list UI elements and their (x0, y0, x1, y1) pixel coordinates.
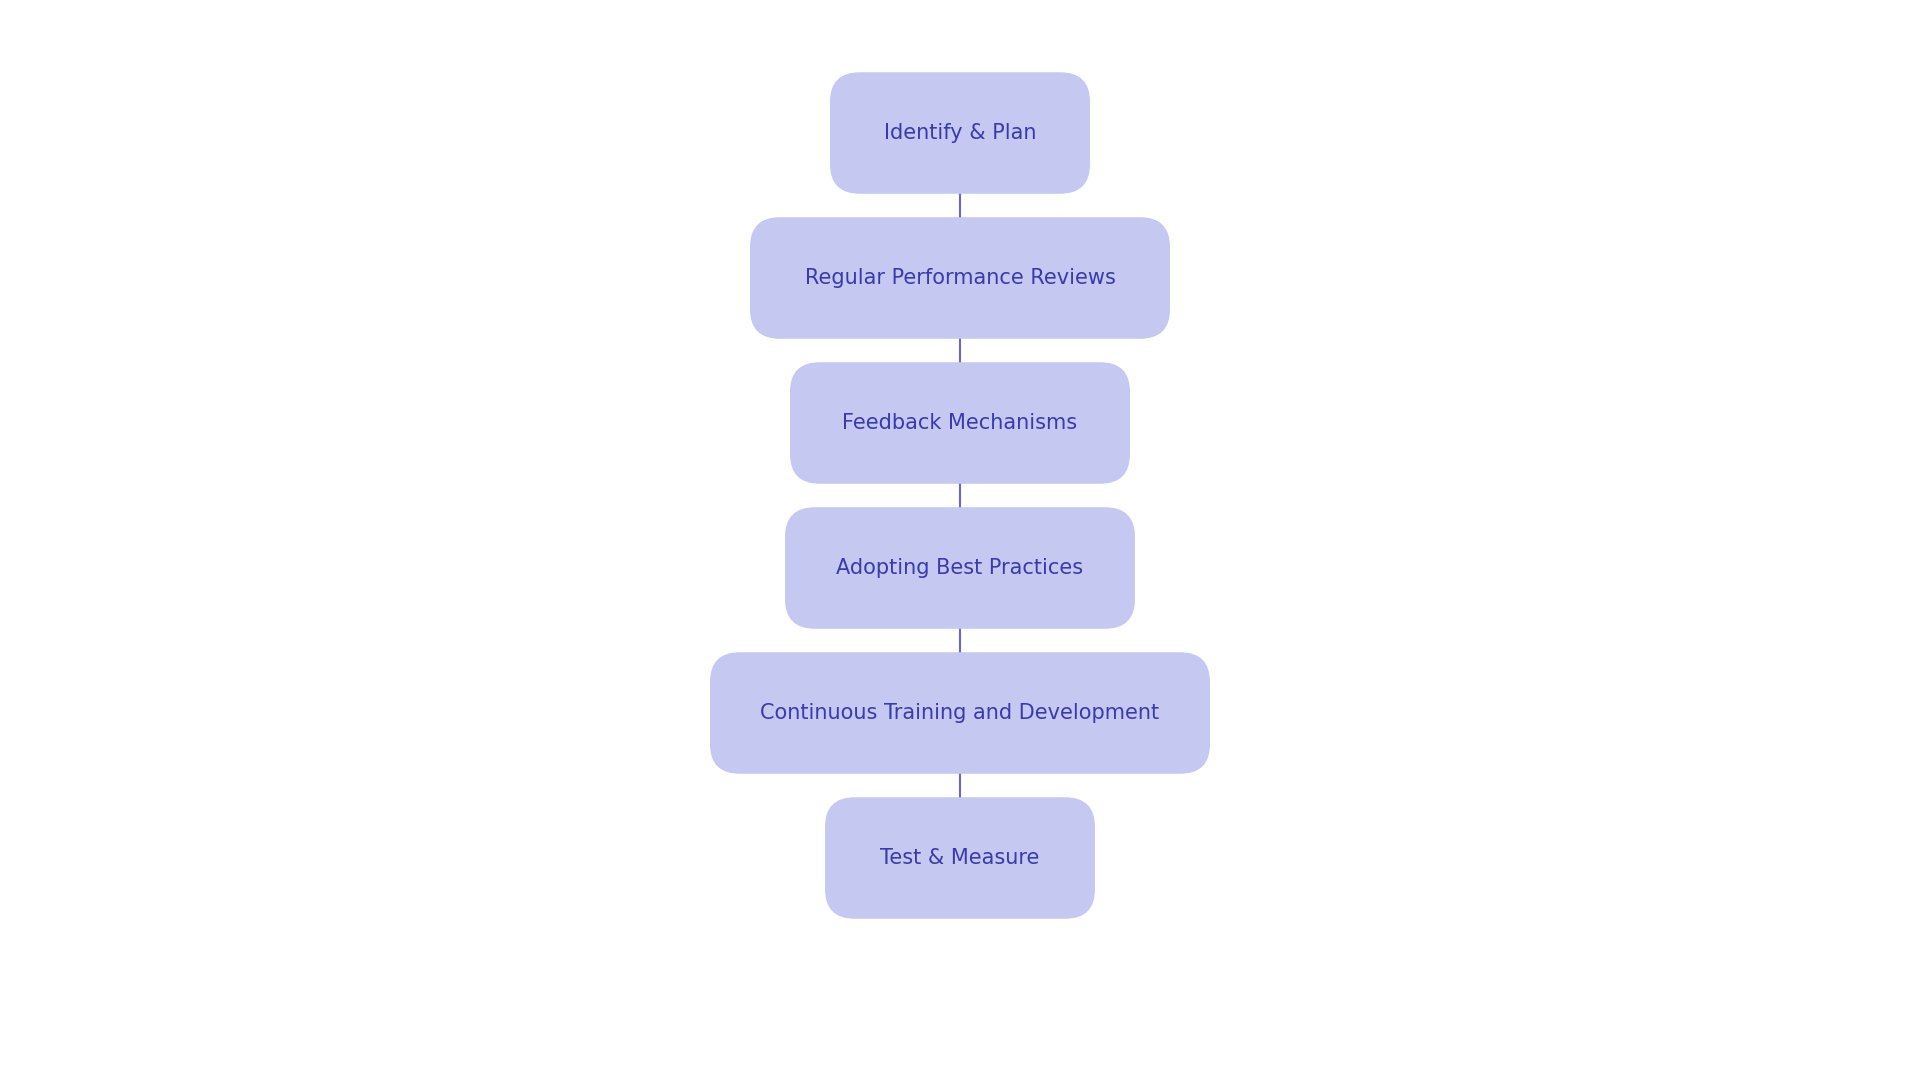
FancyBboxPatch shape (829, 73, 1091, 194)
Text: Feedback Mechanisms: Feedback Mechanisms (843, 413, 1077, 433)
Text: Identify & Plan: Identify & Plan (883, 123, 1037, 143)
FancyBboxPatch shape (789, 362, 1131, 484)
Text: Regular Performance Reviews: Regular Performance Reviews (804, 268, 1116, 288)
Text: Test & Measure: Test & Measure (879, 848, 1041, 867)
FancyBboxPatch shape (826, 797, 1094, 918)
FancyBboxPatch shape (751, 218, 1169, 339)
FancyBboxPatch shape (785, 507, 1135, 629)
Text: Adopting Best Practices: Adopting Best Practices (837, 558, 1083, 578)
FancyBboxPatch shape (710, 652, 1210, 773)
Text: Continuous Training and Development: Continuous Training and Development (760, 703, 1160, 723)
